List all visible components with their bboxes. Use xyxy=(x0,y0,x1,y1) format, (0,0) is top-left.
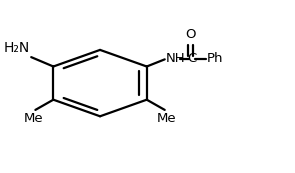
Text: C: C xyxy=(187,52,196,65)
Text: Me: Me xyxy=(156,112,176,125)
Text: Me: Me xyxy=(24,112,44,125)
Text: Ph: Ph xyxy=(206,52,223,65)
Text: O: O xyxy=(185,28,196,41)
Text: H₂N: H₂N xyxy=(4,42,30,55)
Text: NH: NH xyxy=(166,52,186,65)
